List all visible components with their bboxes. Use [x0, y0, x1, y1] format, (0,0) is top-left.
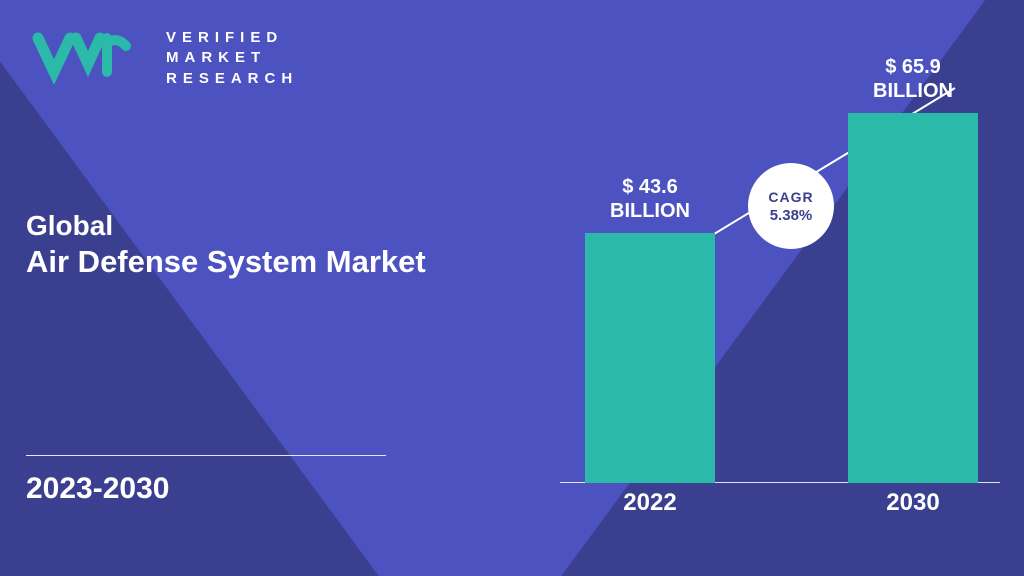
- cagr-badge: CAGR 5.38%: [748, 163, 834, 249]
- logo-line-2: MARKET: [166, 48, 298, 68]
- bar-2022-year-label: 2022: [585, 489, 715, 517]
- bar-2030-value-line1: $ 65.9: [848, 55, 978, 79]
- title-line-2: Air Defense System Market: [26, 244, 426, 280]
- logo-line-1: VERIFIED: [166, 28, 298, 48]
- logo-mark-icon: [32, 32, 152, 84]
- market-bar-chart: $ 43.6 BILLION 2022 $ 65.9 BILLION 2030 …: [560, 28, 1000, 528]
- cagr-label: CAGR: [768, 189, 813, 205]
- bar-2022-value-line1: $ 43.6: [585, 175, 715, 199]
- logo-text: VERIFIED MARKET RESEARCH: [166, 28, 298, 89]
- period-divider: [26, 455, 386, 456]
- cagr-value: 5.38%: [770, 207, 813, 224]
- title-line-1: Global: [26, 210, 426, 242]
- bar-2030: $ 65.9 BILLION 2030: [848, 55, 978, 483]
- title-block: Global Air Defense System Market: [26, 210, 426, 280]
- bar-2030-year-label: 2030: [848, 489, 978, 517]
- bar-2030-value-label: $ 65.9 BILLION: [848, 55, 978, 103]
- bar-2022-value-line2: BILLION: [585, 199, 715, 223]
- bar-2030-rect: [848, 113, 978, 483]
- logo-line-3: RESEARCH: [166, 69, 298, 89]
- bar-2022-rect: [585, 233, 715, 483]
- bar-2030-value-line2: BILLION: [848, 79, 978, 103]
- bar-2022-value-label: $ 43.6 BILLION: [585, 175, 715, 223]
- bar-2022: $ 43.6 BILLION 2022: [585, 175, 715, 483]
- period-text: 2023-2030: [26, 472, 169, 506]
- brand-logo: VERIFIED MARKET RESEARCH: [32, 28, 298, 89]
